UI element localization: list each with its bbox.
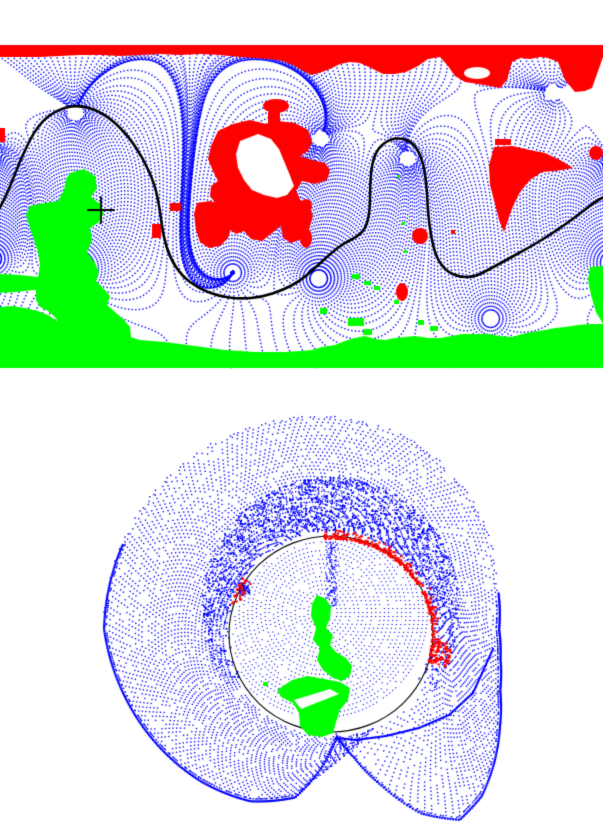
- field-map-and-spiral-canvas: [0, 0, 603, 833]
- two-panel-field-figure: [0, 0, 603, 833]
